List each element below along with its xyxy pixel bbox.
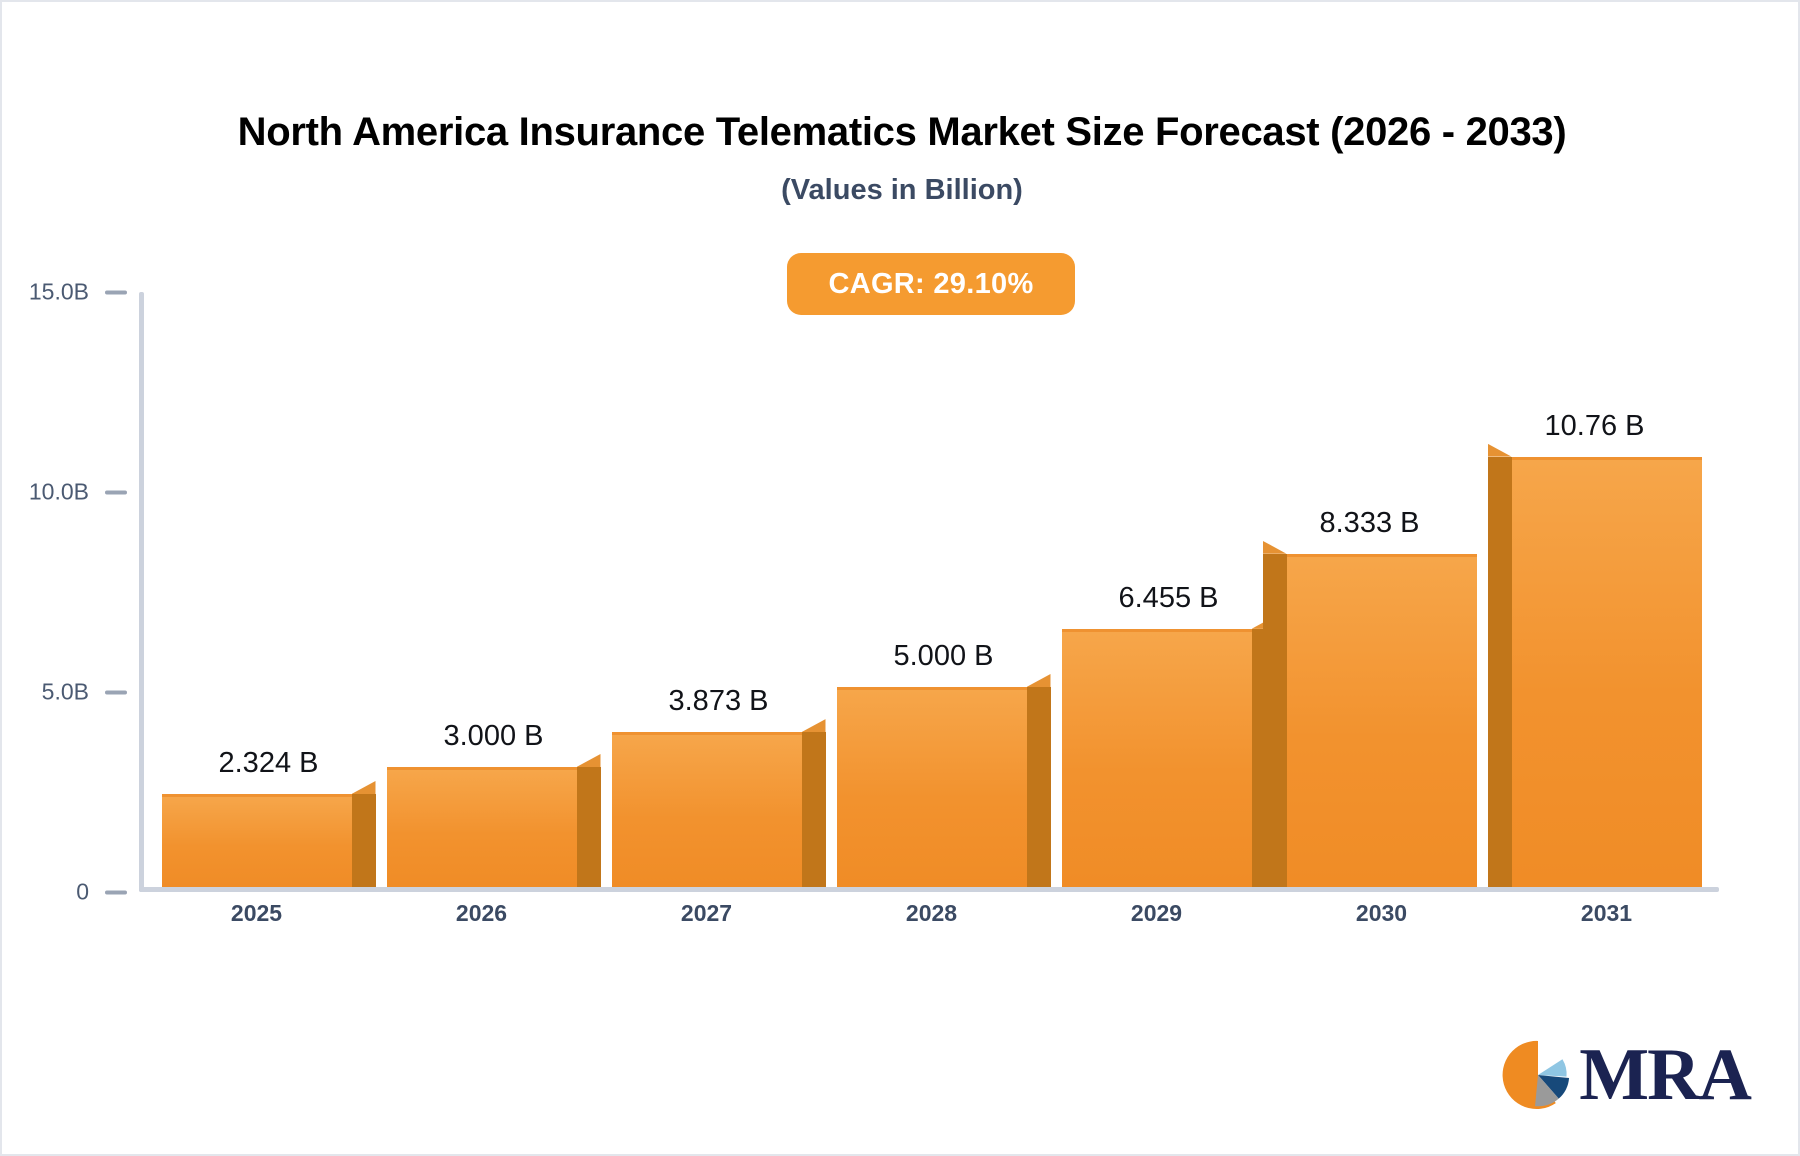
x-axis-label: 2028: [905, 900, 958, 926]
bar-value-label: 3.873 B: [668, 685, 769, 718]
bar-slot: 2.324 B: [157, 292, 376, 887]
chart-title: North America Insurance Telematics Marke…: [237, 110, 1567, 154]
y-axis-tick-mark: [105, 690, 127, 694]
bar[interactable]: 10.76 B: [1487, 410, 1702, 887]
y-axis-tick-mark: [105, 490, 127, 494]
bar-face: [161, 794, 352, 887]
bar[interactable]: 3.000 B: [386, 720, 601, 887]
bar[interactable]: 8.333 B: [1262, 507, 1477, 887]
x-axis-label: 2029: [1130, 900, 1183, 926]
plot-area: 15.0B 10.0B 5.0B 0 2.324 B 3.000 B 3.873 B 5.0…: [29, 279, 1719, 905]
x-axis-label: 2031: [1580, 900, 1633, 926]
bar-slot: 6.455 B: [1057, 292, 1276, 887]
bar-value-label: 6.455 B: [1118, 581, 1219, 614]
x-axis-label: 2026: [455, 900, 508, 926]
pie-chart-icon: [1502, 1040, 1570, 1110]
bar-slot: 10.76 B: [1487, 292, 1707, 887]
bar-value-label: 10.76 B: [1544, 409, 1645, 442]
y-axis-tick-mark: [105, 890, 127, 894]
bar[interactable]: 5.000 B: [836, 640, 1051, 887]
y-axis-tick-label: 0: [76, 878, 89, 905]
bar-side-panel: [1487, 456, 1512, 887]
y-axis-tick: 0: [76, 879, 139, 906]
y-axis-tick-label: 15.0B: [28, 278, 89, 305]
bar-side-bevel: [1487, 443, 1512, 457]
bar-side-panel: [1262, 553, 1287, 887]
bar-face: [1511, 456, 1702, 887]
mra-logo: MRA: [1501, 1033, 1752, 1116]
bar-side-panel: [351, 794, 376, 887]
bar[interactable]: 2.324 B: [161, 747, 376, 887]
bar-series: 2.324 B 3.000 B 3.873 B 5.000 B 6.455 B 8.333…: [144, 292, 1719, 887]
x-axis-labels: 2025 2026 2027 2028 2029 2030 2031: [144, 900, 1719, 927]
bar-value-label: 8.333 B: [1319, 506, 1420, 539]
y-axis-tick-mark: [105, 290, 127, 294]
x-axis-label: 2027: [680, 900, 733, 926]
x-axis-label: 2030: [1355, 900, 1408, 926]
bar-side-panel: [1026, 687, 1051, 887]
bar-value-label: 3.000 B: [443, 720, 544, 752]
bar[interactable]: 6.455 B: [1061, 582, 1276, 887]
y-axis-tick-label: 5.0B: [41, 678, 89, 705]
bar-side-bevel: [801, 719, 826, 733]
logo-text: MRA: [1579, 1033, 1752, 1116]
bar-side-bevel: [351, 781, 376, 795]
bar-side-bevel: [576, 754, 601, 767]
y-axis-tick: 5.0B: [42, 679, 139, 706]
x-axis-label: 2025: [230, 900, 283, 926]
bar-side-bevel: [1262, 540, 1287, 554]
cagr-badge-label: CAGR: 29.10%: [828, 267, 1034, 300]
bar-slot: 3.873 B: [607, 292, 826, 887]
y-axis-tick: 15.0B: [29, 279, 139, 306]
bar-face: [836, 687, 1027, 887]
y-axis-tick-label: 10.0B: [28, 478, 89, 505]
bar-side-panel: [576, 767, 601, 887]
bar-side-bevel: [1026, 674, 1051, 687]
bar-face: [611, 732, 802, 887]
bar-value-label: 2.324 B: [218, 747, 319, 780]
bar-value-label: 5.000 B: [893, 640, 994, 672]
bar-slot: 3.000 B: [382, 292, 601, 887]
bar-side-panel: [801, 732, 826, 887]
y-axis-line: [139, 292, 144, 892]
cagr-badge: CAGR: 29.10%: [787, 253, 1075, 315]
bar-face: [386, 767, 577, 887]
y-axis-tick: 10.0B: [29, 479, 139, 506]
bar-slot: 5.000 B: [832, 292, 1051, 887]
bar-slot: 8.333 B: [1262, 292, 1482, 887]
bar-face: [1286, 553, 1477, 887]
bar-face: [1061, 628, 1252, 887]
bar[interactable]: 3.873 B: [611, 685, 826, 887]
x-axis-line: [139, 887, 1719, 892]
chart-subtitle: (Values in Billion): [781, 174, 1023, 206]
